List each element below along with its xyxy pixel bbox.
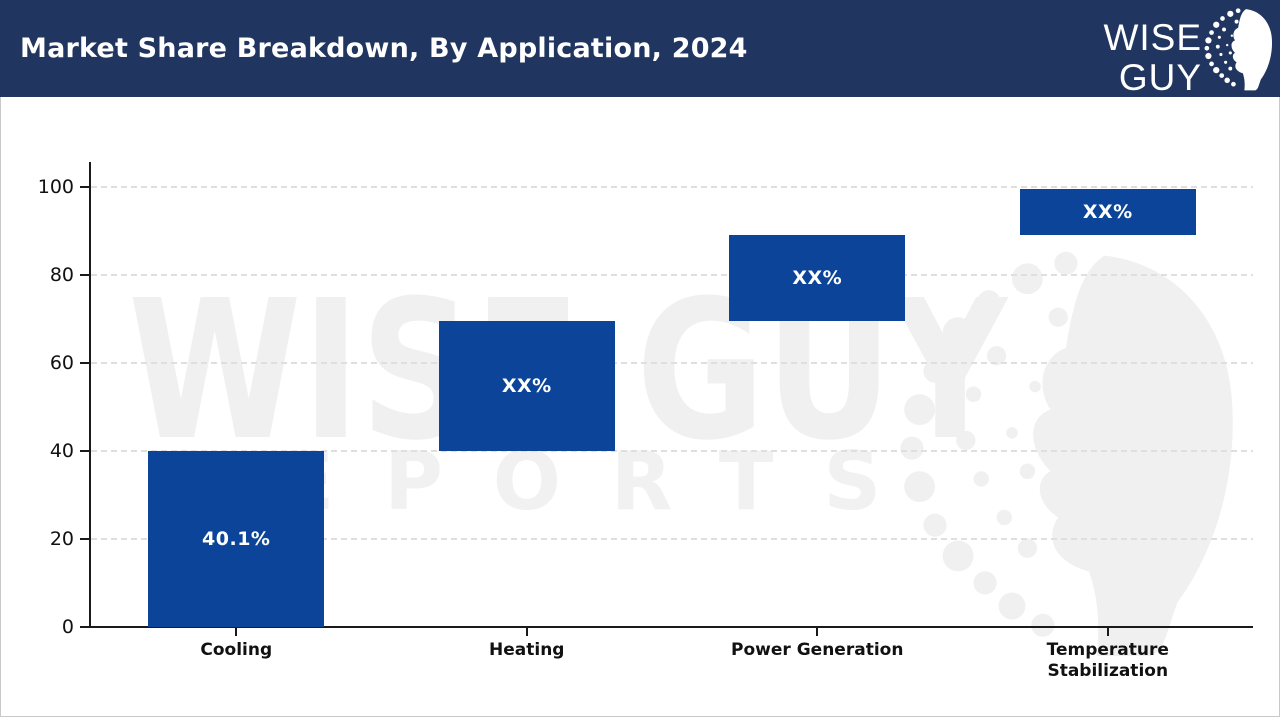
y-tick-label: 40 xyxy=(49,440,74,462)
y-tick-0 xyxy=(80,626,89,628)
y-tick-40 xyxy=(80,450,89,452)
x-tick-power-generation xyxy=(816,628,819,636)
gridline-20 xyxy=(91,538,1253,540)
y-tick-20 xyxy=(80,538,89,540)
bar-cooling: 40.1% xyxy=(148,450,325,627)
y-tick-label: 80 xyxy=(49,264,74,286)
y-tick-label: 20 xyxy=(49,528,74,550)
x-tick-temperature-stabilization xyxy=(1106,628,1109,636)
bar-value-label: XX% xyxy=(1082,200,1133,223)
gridline-80 xyxy=(91,274,1253,276)
x-axis-line xyxy=(89,626,1253,628)
category-label-power-generation: Power Generation xyxy=(731,640,904,660)
bar-temperature-stabilization: XX% xyxy=(1019,189,1196,235)
bar-value-label: 40.1% xyxy=(202,527,271,550)
y-tick-label: 100 xyxy=(37,176,74,198)
category-label-cooling: Cooling xyxy=(200,640,273,660)
gridline-100 xyxy=(91,186,1253,188)
gridline-40 xyxy=(91,450,1253,452)
dotted-head-icon xyxy=(1204,8,1273,91)
x-tick-heating xyxy=(525,628,528,636)
x-tick-cooling xyxy=(235,628,238,636)
bar-heating: XX% xyxy=(438,320,615,451)
bar-value-label: XX% xyxy=(501,374,552,397)
gridline-60 xyxy=(91,362,1253,364)
bar-power-generation: XX% xyxy=(729,234,906,321)
brand-name: WISE GUY xyxy=(1103,17,1202,98)
y-tick-label: 60 xyxy=(49,352,74,374)
y-tick-100 xyxy=(80,186,89,188)
category-label-heating: Heating xyxy=(489,640,565,660)
y-tick-label: 0 xyxy=(61,616,74,638)
bar-value-label: XX% xyxy=(792,266,843,289)
y-tick-80 xyxy=(80,274,89,276)
category-label-temperature-stabilization: Temperature Stabilization xyxy=(1046,640,1169,681)
page-title: Market Share Breakdown, By Application, … xyxy=(20,33,748,64)
y-tick-60 xyxy=(80,362,89,364)
y-axis-line xyxy=(89,162,91,628)
